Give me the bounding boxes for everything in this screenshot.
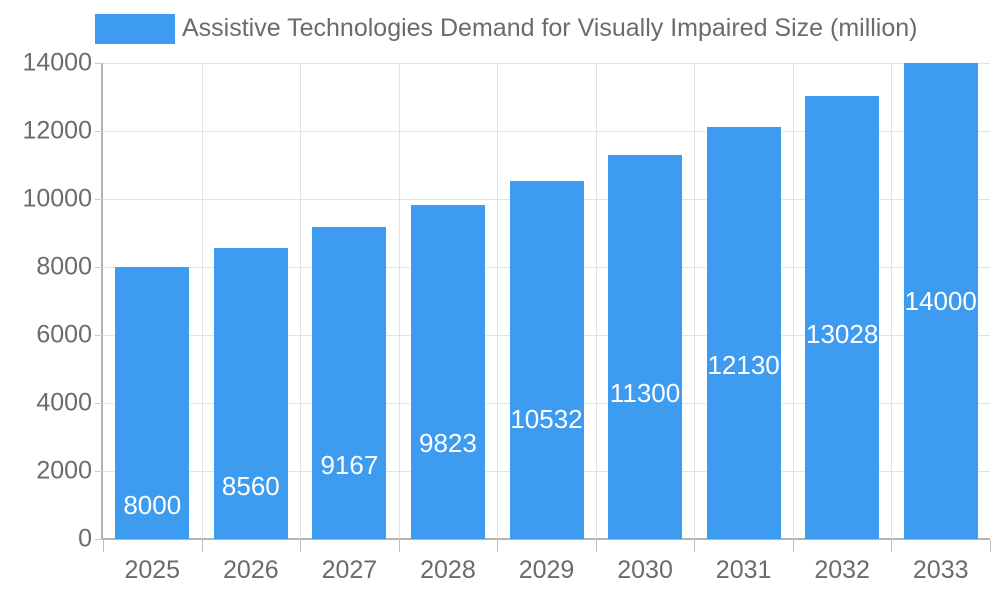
legend-color-swatch [95, 13, 175, 44]
x-tick-label: 2030 [617, 556, 673, 584]
y-tick-mark [95, 199, 103, 200]
x-axis-line [103, 538, 990, 540]
y-tick-label: 8000 [36, 252, 92, 281]
y-axis-line [101, 63, 103, 540]
x-tick-mark [694, 540, 695, 552]
y-tick-label: 0 [78, 524, 92, 553]
x-tick-mark [300, 540, 301, 552]
x-tick-label: 2032 [814, 556, 870, 584]
bar[interactable] [608, 154, 683, 539]
y-tick-mark [95, 63, 103, 64]
y-tick-label: 14000 [22, 48, 92, 77]
x-tick-label: 2026 [223, 556, 279, 584]
gridline-vertical [300, 63, 301, 539]
x-tick-label: 2031 [715, 556, 772, 584]
x-tick-label: 2033 [912, 556, 969, 584]
x-tick-mark [103, 540, 104, 552]
bar[interactable] [903, 63, 978, 539]
y-tick-mark [95, 131, 103, 132]
x-tick-mark [891, 540, 892, 552]
y-tick-mark [95, 539, 103, 540]
gridline-horizontal [103, 131, 990, 132]
y-tick-mark [95, 335, 103, 336]
x-tick-label: 2025 [124, 556, 181, 584]
x-tick-mark [596, 540, 597, 552]
x-tick-mark [497, 540, 498, 552]
gridline-vertical [202, 63, 203, 539]
gridline-vertical [694, 63, 695, 539]
y-tick-label: 4000 [36, 388, 92, 417]
gridline-vertical [399, 63, 400, 539]
x-tick-mark [202, 540, 203, 552]
gridline-vertical [793, 63, 794, 539]
bar[interactable] [805, 96, 880, 539]
y-tick-label: 2000 [36, 456, 92, 485]
bar[interactable] [509, 180, 584, 539]
legend-label: Assistive Technologies Demand for Visual… [182, 14, 918, 42]
x-tick-label: 2028 [420, 556, 476, 584]
bar[interactable] [312, 227, 387, 539]
bar[interactable] [213, 247, 288, 539]
y-tick-mark [95, 403, 103, 404]
y-tick-label: 6000 [36, 320, 92, 349]
bar[interactable] [706, 126, 781, 539]
gridline-vertical [596, 63, 597, 539]
chart-legend: Assistive Technologies Demand for Visual… [95, 13, 918, 44]
x-tick-label: 2029 [518, 556, 575, 584]
x-tick-label: 2027 [321, 556, 378, 584]
x-tick-mark [793, 540, 794, 552]
gridline-vertical [497, 63, 498, 539]
y-tick-label: 12000 [22, 116, 92, 145]
y-tick-mark [95, 267, 103, 268]
x-tick-mark [399, 540, 400, 552]
bar[interactable] [115, 267, 190, 539]
bar[interactable] [410, 205, 485, 539]
x-tick-mark [990, 540, 991, 552]
gridline-horizontal [103, 63, 990, 64]
gridline-vertical [891, 63, 892, 539]
y-tick-mark [95, 471, 103, 472]
plot-area: 8000 8560 9167 9823 10532 11300 12130 13028 1400… [103, 63, 990, 539]
y-tick-label: 10000 [22, 184, 92, 213]
